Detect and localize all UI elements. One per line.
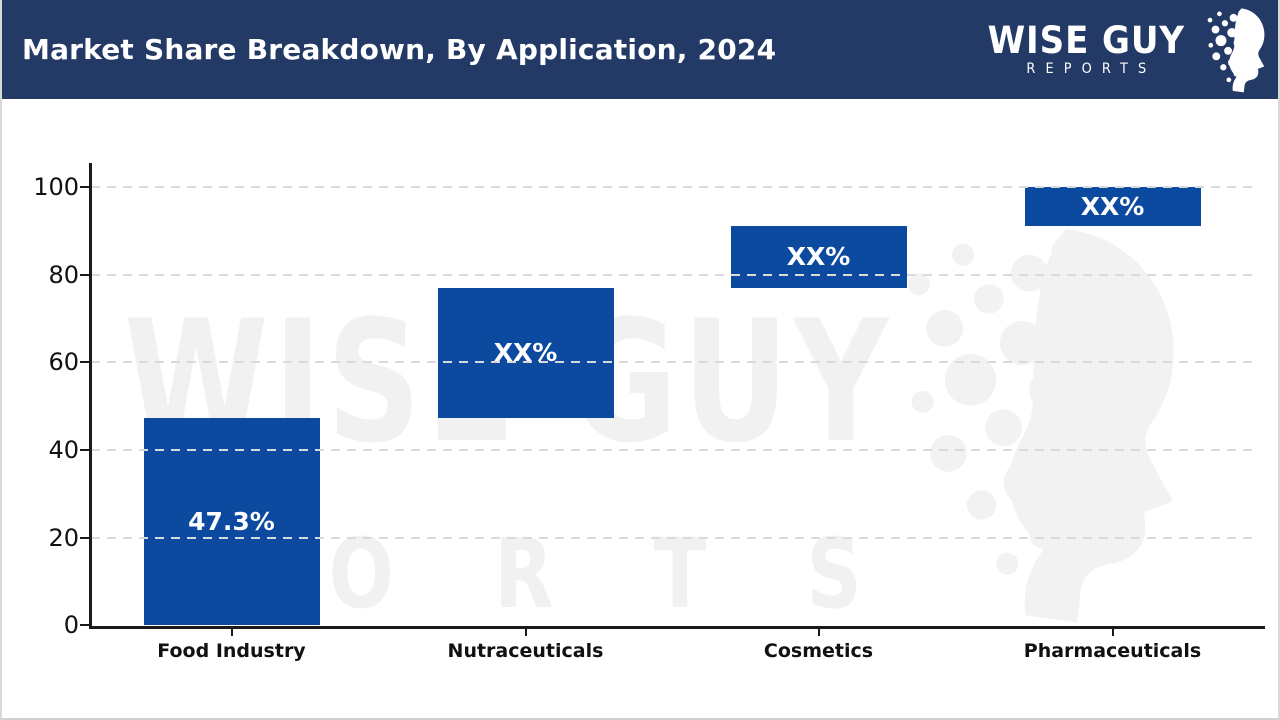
- x-tick-mark: [817, 628, 820, 636]
- y-gridline: [91, 185, 1254, 188]
- header: Market Share Breakdown, By Application, …: [2, 0, 1278, 99]
- x-tick-mark: [230, 628, 233, 636]
- chart-title: Market Share Breakdown, By Application, …: [22, 33, 777, 66]
- x-axis-line: [89, 626, 1265, 629]
- y-gridline: [91, 361, 1254, 364]
- bar-food-industry: [143, 417, 320, 626]
- y-axis-line: [89, 163, 92, 628]
- y-tick-mark: [80, 449, 89, 451]
- y-tick-mark: [80, 185, 89, 188]
- y-tick-mark: [80, 273, 89, 276]
- brand-subtitle: REPORTS: [1026, 60, 1157, 77]
- x-category-label: Nutraceuticals: [447, 640, 604, 662]
- bar-pharmaceuticals: [1024, 186, 1201, 227]
- y-tick-mark: [80, 361, 89, 364]
- brand-head-icon: [1207, 7, 1265, 92]
- x-category-label: Pharmaceuticals: [1023, 640, 1202, 662]
- y-gridline: [91, 536, 1254, 539]
- y-tick-label: 60: [48, 348, 79, 377]
- y-tick-mark: [80, 536, 89, 539]
- y-tick-label: 100: [33, 172, 79, 201]
- y-gridline: [91, 449, 1254, 451]
- brand-logo: WISE GUY REPORTS: [979, 0, 1268, 99]
- bar-cosmetics: [730, 226, 907, 289]
- y-tick-label: 40: [48, 436, 79, 464]
- x-category-label: Cosmetics: [763, 640, 874, 662]
- y-tick-label: 0: [63, 611, 79, 640]
- bar-value-label: XX%: [493, 338, 558, 368]
- x-tick-mark: [524, 628, 527, 636]
- y-tick-mark: [80, 624, 89, 627]
- bar-nutraceuticals: [437, 288, 614, 418]
- y-gridline: [91, 273, 1254, 276]
- x-category-label: Food Industry: [157, 640, 306, 662]
- x-tick-mark: [1111, 628, 1114, 636]
- bar-value-label: XX%: [786, 242, 851, 272]
- brand-wordmark: WISE GUY: [987, 18, 1186, 62]
- y-tick-label: 80: [48, 260, 79, 289]
- bar-value-label: XX%: [1080, 191, 1145, 221]
- y-tick-label: 20: [48, 523, 79, 552]
- bar-value-label: 47.3%: [188, 506, 275, 536]
